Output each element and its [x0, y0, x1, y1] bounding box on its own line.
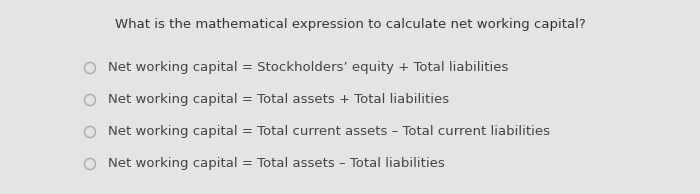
Text: Net working capital = Total assets + Total liabilities: Net working capital = Total assets + Tot…	[108, 94, 449, 107]
Text: Net working capital = Total assets – Total liabilities: Net working capital = Total assets – Tot…	[108, 158, 444, 171]
Text: What is the mathematical expression to calculate net working capital?: What is the mathematical expression to c…	[115, 18, 585, 31]
Text: Net working capital = Total current assets – Total current liabilities: Net working capital = Total current asse…	[108, 126, 550, 139]
Text: Net working capital = Stockholders’ equity + Total liabilities: Net working capital = Stockholders’ equi…	[108, 61, 508, 74]
